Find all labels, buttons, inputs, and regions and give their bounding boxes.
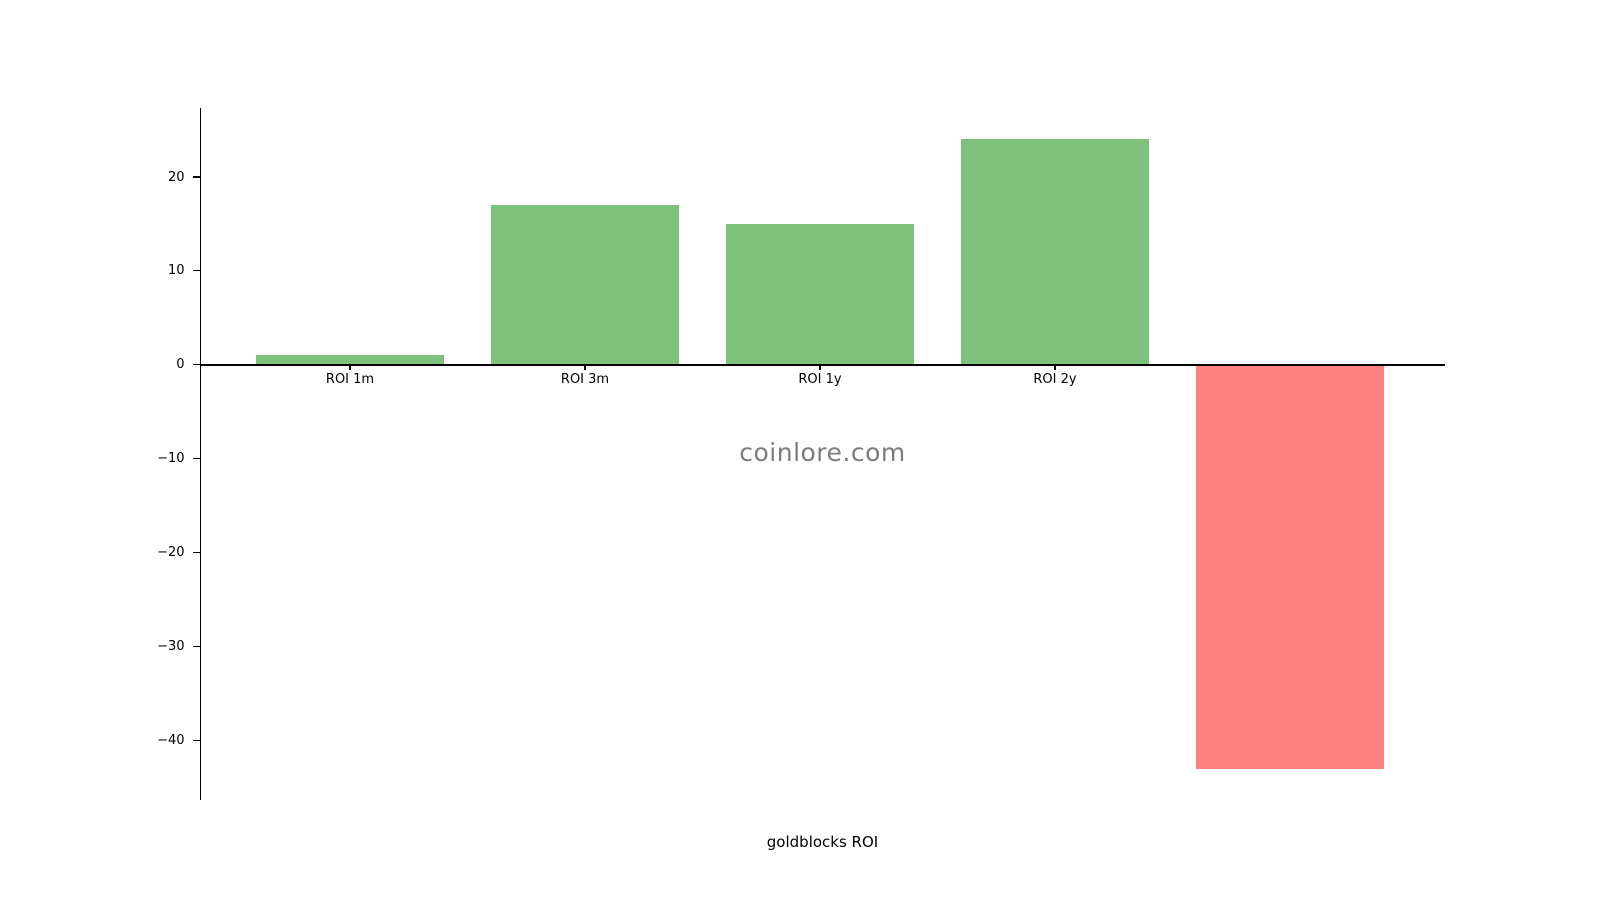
bar-roi-1y bbox=[726, 223, 914, 365]
y-tick-label: 0 bbox=[176, 357, 185, 373]
bar-unlabeled-4 bbox=[1196, 364, 1384, 769]
y-tick-mark bbox=[192, 176, 200, 178]
bar-roi-2y bbox=[961, 139, 1149, 365]
y-tick-mark bbox=[192, 645, 200, 648]
y-tick-mark bbox=[192, 270, 200, 272]
y-tick-label: −30 bbox=[157, 638, 185, 654]
x-tick-label: ROI 1m bbox=[325, 371, 375, 387]
y-tick-label: −40 bbox=[157, 732, 185, 748]
x-tick-label: ROI 2y bbox=[1033, 371, 1077, 387]
x-tick-mark bbox=[584, 364, 586, 370]
y-tick-label: −20 bbox=[157, 545, 185, 561]
x-tick-label: ROI 1y bbox=[798, 371, 842, 387]
chart-title: goldblocks ROI bbox=[766, 833, 879, 851]
x-axis-line bbox=[199, 364, 1445, 366]
x-tick-label: ROI 3m bbox=[560, 371, 610, 387]
y-tick-label: 10 bbox=[167, 263, 185, 279]
x-tick-mark bbox=[349, 364, 351, 370]
y-tick-label: −10 bbox=[157, 451, 185, 467]
y-tick-mark bbox=[192, 551, 200, 554]
y-tick-mark bbox=[192, 739, 200, 741]
watermark-text: coinlore.com bbox=[739, 438, 906, 467]
x-tick-mark bbox=[819, 364, 821, 370]
y-tick-mark bbox=[192, 458, 200, 460]
x-tick-mark bbox=[1054, 364, 1056, 370]
bar-roi-3m bbox=[491, 205, 679, 365]
y-tick-mark bbox=[192, 364, 200, 366]
y-axis-spine bbox=[199, 108, 201, 800]
y-tick-label: 20 bbox=[167, 169, 185, 185]
bar-roi-1m bbox=[256, 355, 444, 365]
